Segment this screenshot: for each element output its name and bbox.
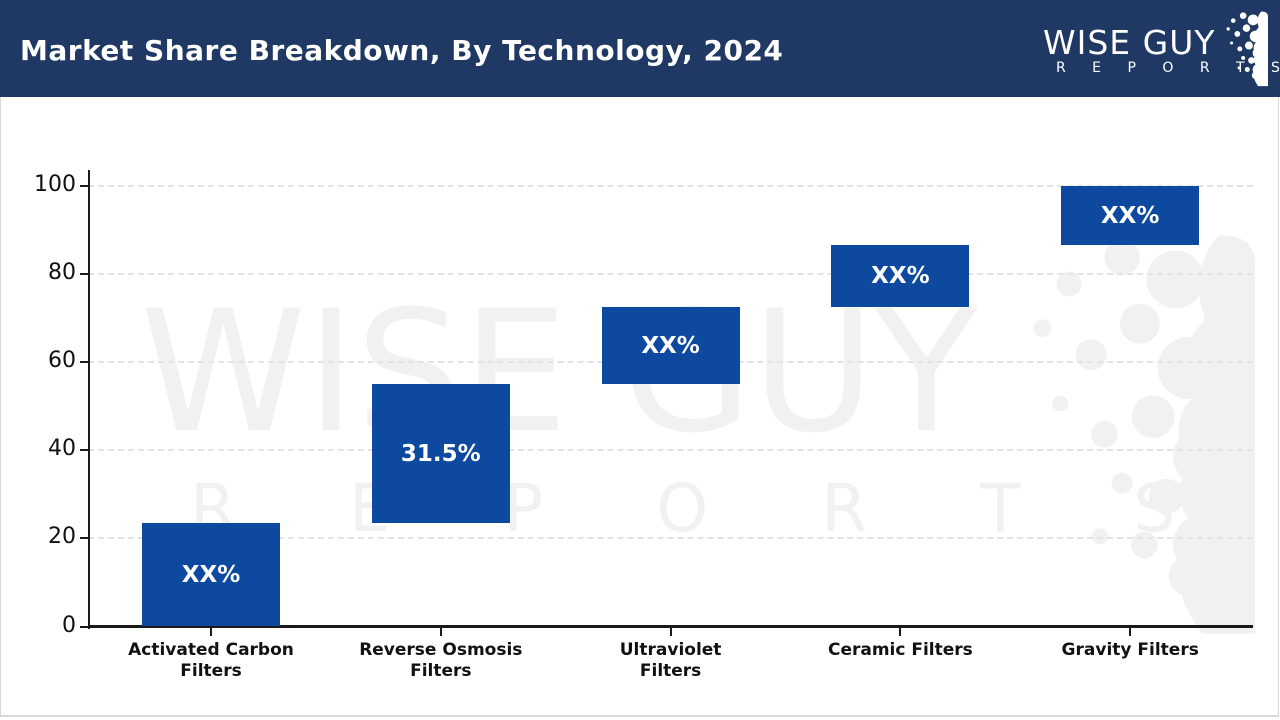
logo-reports-text: R E P O R T S (1056, 60, 1280, 76)
x-axis-line (88, 625, 1253, 628)
bar: XX% (601, 307, 740, 385)
bar: 31.5% (371, 384, 510, 523)
header-bar: Market Share Breakdown, By Technology, 2… (0, 0, 1280, 97)
y-tick-label: 20 (48, 524, 76, 550)
watermark-head-icon (945, 205, 1260, 659)
x-tick-label-line: Gravity Filters (1061, 640, 1199, 660)
gridline (88, 185, 1253, 187)
x-tick-label-line: Filters (639, 661, 702, 681)
x-tick-mark (439, 628, 442, 636)
x-tick-mark (210, 628, 212, 636)
watermark-text-wiseguy: WISE GUY (140, 274, 978, 470)
x-tick-label: Gravity Filters (1010, 640, 1250, 661)
x-tick-mark (669, 628, 672, 636)
gridline (88, 273, 1253, 276)
x-tick-mark (899, 628, 902, 636)
y-tick-mark (80, 537, 88, 540)
y-tick-label: 80 (48, 260, 76, 286)
logo-head-icon (1210, 6, 1269, 94)
y-axis-line (88, 170, 90, 629)
x-tick-label: Ceramic Filters (780, 640, 1020, 661)
y-tick-mark (80, 449, 88, 452)
bar-value-label: XX% (1100, 202, 1160, 229)
x-tick-label: Ultraviolet Filters (551, 640, 791, 682)
y-tick-label: 100 (34, 172, 76, 197)
bar: XX% (1061, 186, 1200, 246)
x-tick-label-line: Ultraviolet (619, 640, 722, 660)
bar: XX% (142, 522, 280, 627)
bar-value-label: XX% (641, 332, 700, 359)
x-tick-label-line: Filters (410, 661, 472, 681)
y-tick-label: 60 (48, 348, 76, 374)
wiseguy-logo: WISE GUY R E P O R T S (1008, 0, 1280, 97)
gridline (88, 449, 1253, 452)
bar: XX% (831, 245, 970, 308)
y-tick-mark (80, 273, 88, 276)
x-tick-label: Activated Carbon Filters (91, 640, 331, 682)
y-tick-mark (80, 625, 88, 628)
logo-wiseguy-text: WISE GUY (1043, 23, 1216, 62)
bar-value-label: 31.5% (400, 440, 481, 467)
y-tick-label: 40 (48, 436, 76, 462)
y-tick-mark (80, 361, 88, 364)
x-tick-label-line: Ceramic Filters (827, 640, 973, 660)
x-tick-label-line: Activated Carbon (128, 640, 294, 660)
x-tick-label-line: Reverse Osmosis (359, 640, 523, 660)
bar-value-label: XX% (181, 561, 241, 588)
x-tick-label: Reverse Osmosis Filters (321, 640, 561, 682)
page-title: Market Share Breakdown, By Technology, 2… (20, 34, 784, 67)
y-tick-mark (80, 185, 88, 187)
gridline (88, 537, 1253, 540)
y-tick-label: 0 (62, 612, 76, 638)
x-tick-label-line: Filters (180, 661, 242, 681)
watermark-text-reports: R E P O R T S (190, 470, 1222, 547)
x-tick-mark (1129, 628, 1132, 636)
bar-value-label: XX% (871, 263, 930, 290)
